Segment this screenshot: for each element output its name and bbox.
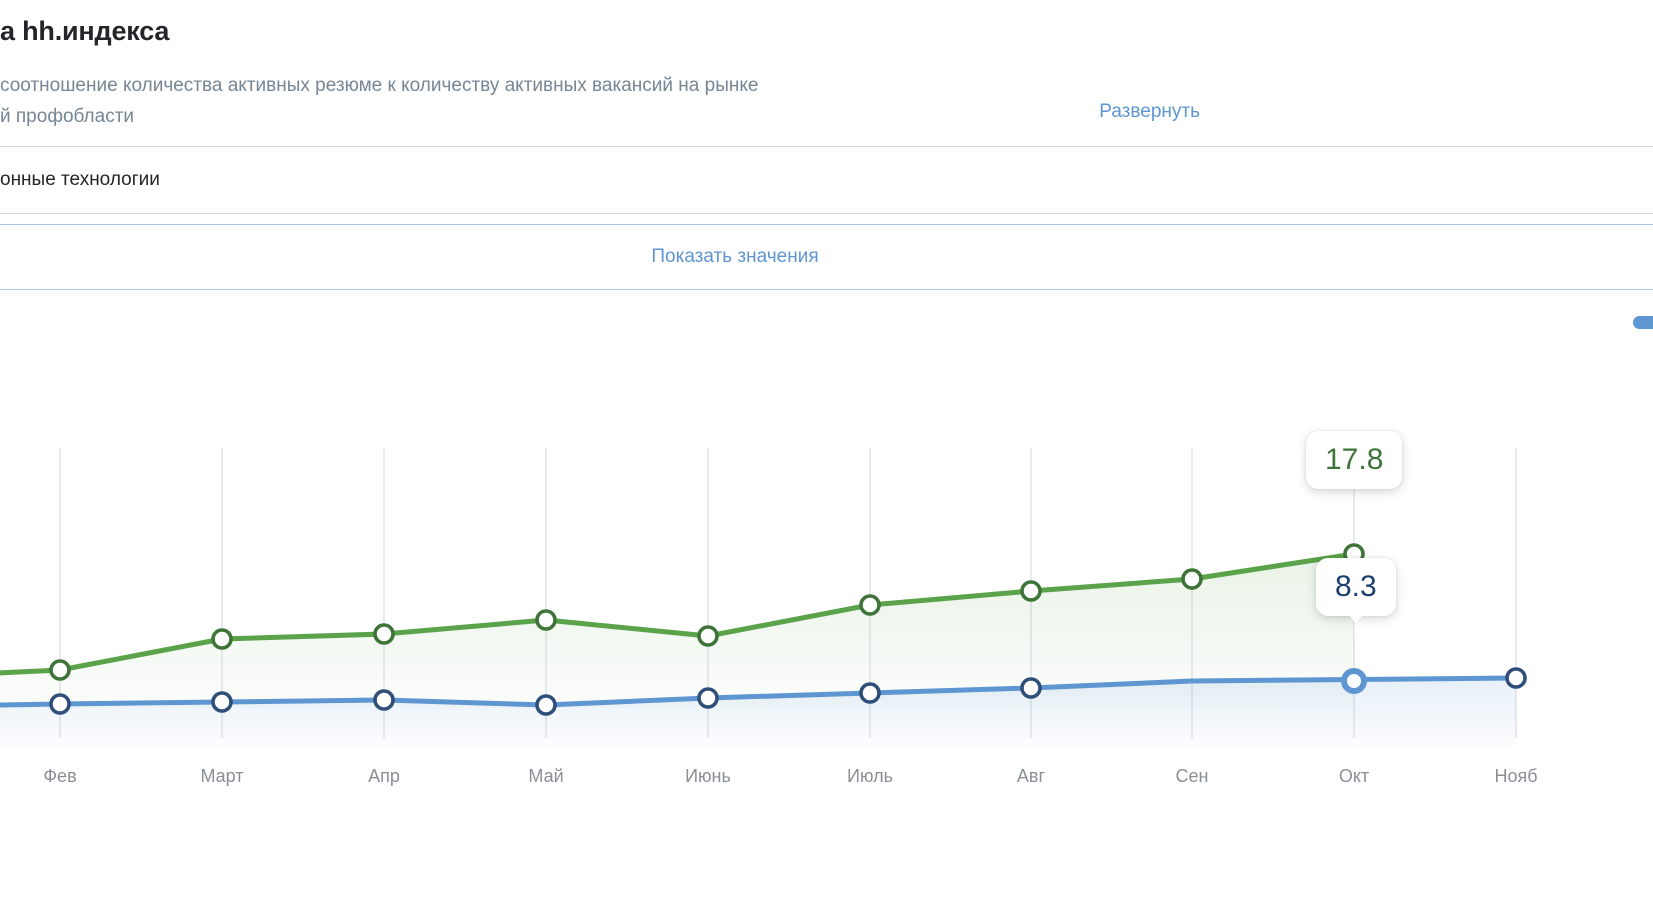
green-marker-may[interactable] [535, 609, 557, 631]
subtitle-row: соотношение количества активных резюме к… [0, 70, 1653, 132]
profarea-filter-value[interactable]: онные технологии [0, 169, 160, 190]
x-label-sep: Сен [1175, 766, 1209, 786]
x-label-nov: Нояб [1494, 766, 1538, 786]
x-label-jul: Июль [847, 766, 893, 786]
green-marker-mar[interactable] [211, 628, 233, 650]
x-label-jun: Июнь [685, 766, 731, 786]
chart-canvas [0, 448, 1527, 748]
x-label-feb: Фев [43, 766, 77, 786]
page-subtitle-line-2: й профобласти [0, 106, 135, 127]
green-line [0, 551, 1357, 676]
profarea-filter-row[interactable]: онные технологии [0, 147, 1653, 213]
green-series-tooltip-value: 17.8 [1325, 443, 1384, 476]
x-label-mar: Март [200, 766, 244, 786]
green-marker-apr[interactable] [373, 623, 395, 645]
divider-above-filter [0, 146, 1653, 147]
green-marker-jul[interactable] [859, 594, 881, 616]
blue-marker-oct-highlighted[interactable] [1341, 668, 1367, 694]
chart-legend: 2024 [0, 290, 1653, 330]
green-marker-aug[interactable] [1020, 580, 1042, 602]
hh-index-chart[interactable]: 17.8 8.3 Фев Март Апр Май Июнь Июль Авг … [0, 348, 1653, 848]
blue-marker-oct-core [1347, 674, 1361, 688]
page-title: а hh.индекса [0, 16, 170, 46]
green-marker-feb[interactable] [49, 659, 71, 681]
blue-marker-aug[interactable] [1020, 677, 1042, 699]
blue-line [0, 675, 1519, 708]
x-label-oct: Окт [1338, 766, 1370, 786]
divider-above-show-values [0, 224, 1653, 225]
chart-x-axis: Фев Март Апр Май Июнь Июль Авг Сен Окт Н… [0, 766, 1653, 806]
header: а hh.индекса соотношение количества акти… [0, 0, 1653, 132]
x-label-may: Май [528, 766, 564, 786]
blue-marker-may[interactable] [535, 694, 557, 716]
legend-pill-icon [1632, 315, 1653, 329]
legend-item-2024[interactable]: 2024 [1632, 311, 1653, 334]
blue-marker-nov[interactable] [1505, 667, 1527, 689]
blue-marker-jul[interactable] [859, 682, 881, 704]
green-series-tooltip: 17.8 [1306, 431, 1403, 489]
blue-series-tooltip-value: 8.3 [1335, 570, 1377, 603]
green-marker-sep[interactable] [1181, 568, 1203, 590]
expand-link[interactable]: Развернуть [1099, 101, 1200, 122]
blue-marker-jun[interactable] [697, 687, 719, 709]
show-values-link[interactable]: Показать значения [651, 246, 819, 267]
blue-markers[interactable] [49, 667, 1527, 716]
chart-series-blue [0, 675, 1519, 748]
page-subtitle-line-1: соотношение количества активных резюме к… [0, 75, 759, 96]
blue-marker-mar[interactable] [211, 691, 233, 713]
x-label-apr: Апр [368, 766, 400, 786]
blue-series-tooltip: 8.3 [1316, 558, 1396, 616]
divider-below-show-values [0, 289, 1653, 290]
blue-marker-apr[interactable] [373, 689, 395, 711]
x-label-aug: Авг [1016, 766, 1046, 786]
page-subtitle: соотношение количества активных резюме к… [0, 70, 758, 132]
chart-series-green [0, 551, 1357, 708]
divider-below-filter [0, 213, 1653, 214]
green-marker-jun[interactable] [697, 625, 719, 647]
blue-area-fill [0, 678, 1516, 748]
show-values-row: Показать значения [0, 225, 1653, 289]
blue-marker-feb[interactable] [49, 693, 71, 715]
